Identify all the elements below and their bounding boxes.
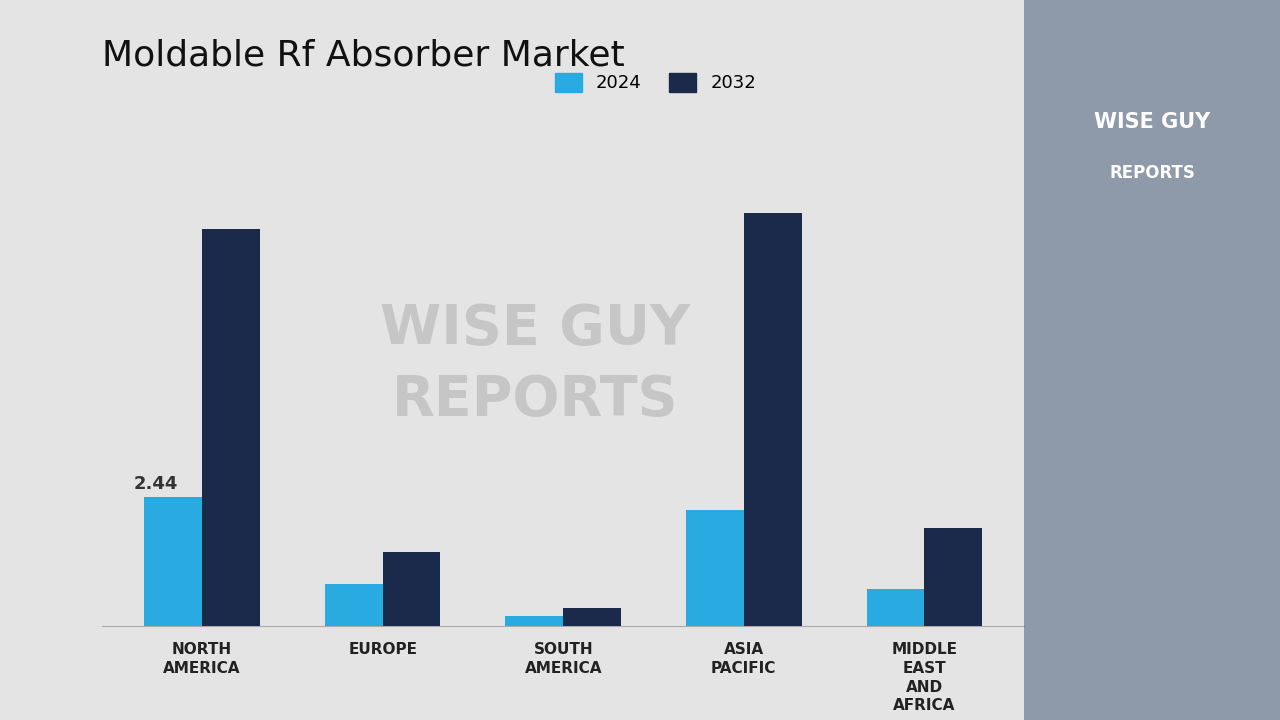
Bar [686,510,744,626]
Bar [325,584,383,626]
Bar [563,608,621,626]
Text: Moldable Rf Absorber Market: Moldable Rf Absorber Market [102,38,625,72]
Bar [924,528,982,626]
Text: WISE GUY
REPORTS: WISE GUY REPORTS [380,302,691,427]
Bar [506,616,563,626]
Ellipse shape [947,0,1280,720]
Bar [145,497,202,626]
Text: WISE GUY: WISE GUY [1094,112,1210,132]
Bar [202,228,260,626]
Text: 2.44: 2.44 [133,474,178,492]
Text: REPORTS: REPORTS [1108,163,1196,181]
Bar [867,589,924,626]
Legend: 2024, 2032: 2024, 2032 [548,66,763,99]
Bar [383,552,440,626]
Bar [744,212,801,626]
